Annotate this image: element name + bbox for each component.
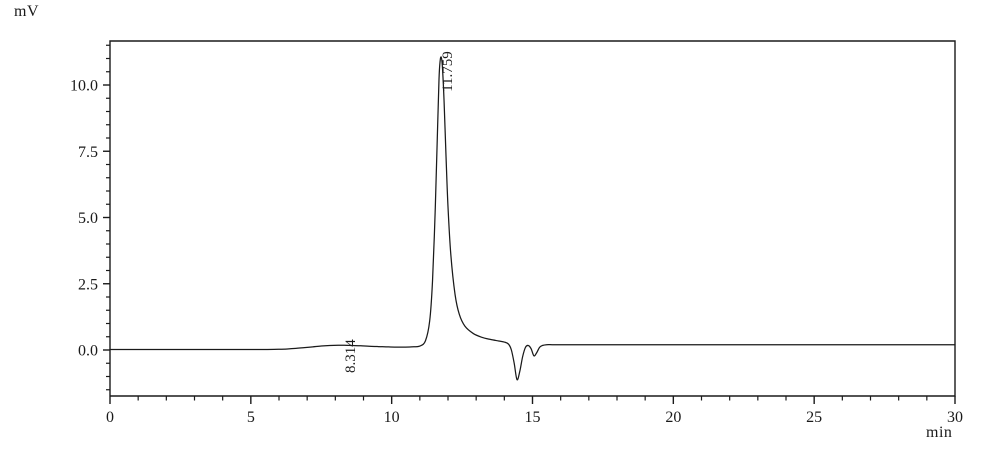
y-tick-label: 5.0 <box>78 210 98 227</box>
x-tick-label: 0 <box>106 409 114 426</box>
x-tick-label: 5 <box>247 409 255 426</box>
x-tick-label: 15 <box>525 409 541 426</box>
y-tick-label: 10.0 <box>70 78 98 95</box>
y-axis-tick-labels: 10.0 7.5 5.0 2.5 0.0 <box>70 78 98 360</box>
x-axis-tick-labels: 0 5 10 15 20 25 30 <box>106 409 963 426</box>
y-tick-label: 2.5 <box>78 276 98 293</box>
y-tick-label: 0.0 <box>78 343 98 360</box>
plot-frame-border <box>109 40 956 397</box>
x-axis-major-ticks <box>109 396 956 404</box>
x-axis-unit-label: min <box>926 424 953 441</box>
peak-retention-time-label: 8.314 <box>343 339 359 373</box>
peak-retention-time-label: 11.759 <box>440 51 456 92</box>
x-tick-label: 20 <box>665 409 681 426</box>
peak-labels-group: 8.314 11.759 <box>343 51 456 373</box>
x-tick-label: 30 <box>947 409 963 426</box>
y-tick-label: 7.5 <box>78 144 98 161</box>
x-axis-minor-ticks <box>137 396 928 401</box>
x-tick-label: 10 <box>384 409 400 426</box>
x-tick-label: 25 <box>806 409 822 426</box>
y-axis-unit-label: mV <box>14 3 39 20</box>
chromatogram-trace <box>109 56 956 381</box>
y-axis-major-ticks <box>103 84 110 351</box>
